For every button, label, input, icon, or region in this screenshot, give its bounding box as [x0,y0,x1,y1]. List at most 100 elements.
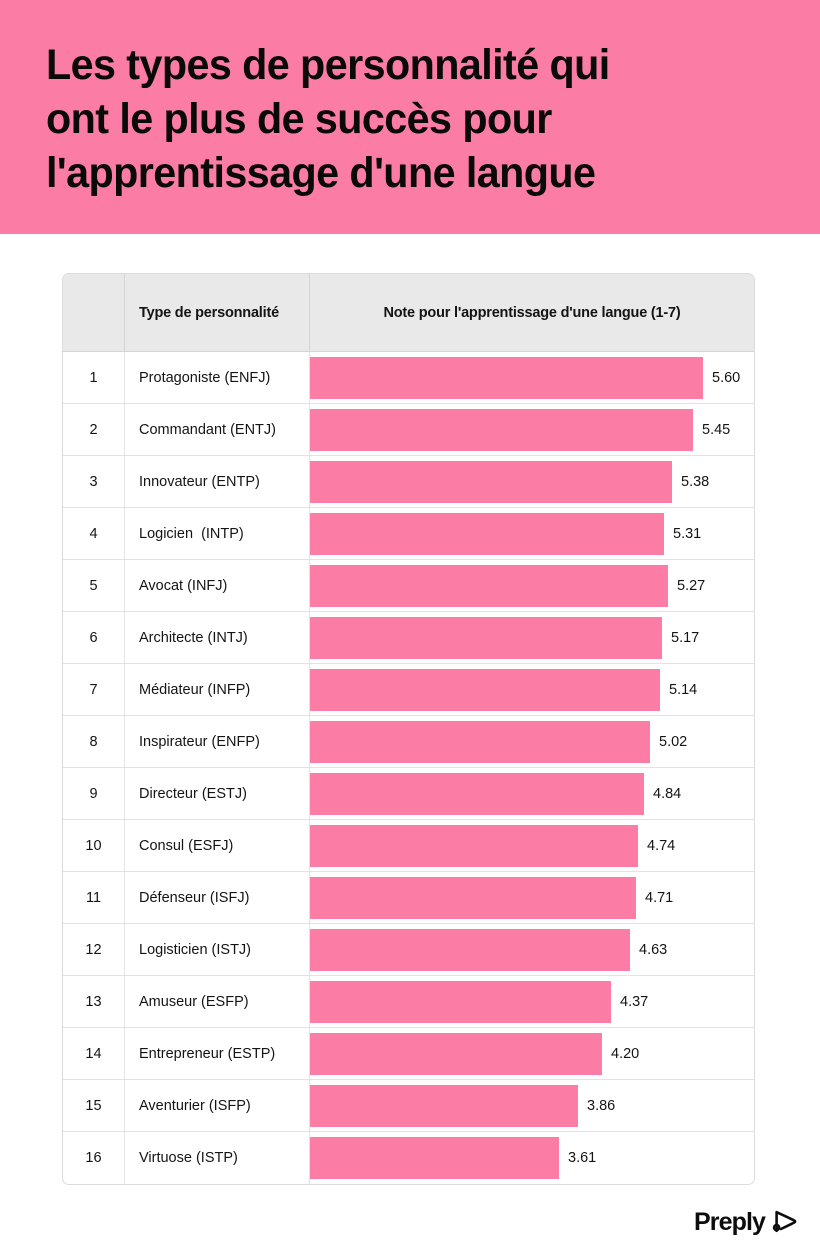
table-row: 3 Innovateur (ENTP) 5.38 [63,456,754,508]
score-value-label: 5.60 [712,369,741,386]
cell-personality-type: Commandant (ENTJ) [125,404,310,455]
column-header-rank [63,274,125,351]
score-bar [310,408,693,451]
table-row: 8 Inspirateur (ENFP) 5.02 [63,716,754,768]
table-row: 4 Logicien (INTP) 5.31 [63,508,754,560]
cell-rank: 10 [63,820,125,871]
cell-personality-type: Entrepreneur (ESTP) [125,1028,310,1079]
cell-score: 4.63 [310,924,754,975]
cell-rank: 7 [63,664,125,715]
score-value-label: 4.20 [611,1045,640,1062]
table-row: 15 Aventurier (ISFP) 3.86 [63,1080,754,1132]
score-bar [310,928,630,971]
table-row: 5 Avocat (INFJ) 5.27 [63,560,754,612]
cell-personality-type: Logisticien (ISTJ) [125,924,310,975]
personality-ranking-table: Type de personnalité Note pour l'apprent… [62,273,755,1185]
cell-personality-type: Innovateur (ENTP) [125,456,310,507]
score-bar [310,772,644,815]
cell-rank: 12 [63,924,125,975]
score-value-label: 5.38 [681,473,710,490]
score-bar [310,512,664,555]
score-bar [310,1137,559,1179]
cell-rank: 2 [63,404,125,455]
score-bar [310,876,636,919]
score-value-label: 5.14 [669,681,698,698]
score-value-label: 4.63 [639,941,668,958]
cell-score: 5.27 [310,560,754,611]
score-value-label: 4.74 [647,837,676,854]
column-header-score: Note pour l'apprentissage d'une langue (… [310,274,754,351]
score-value-label: 5.31 [673,525,702,542]
score-value-label: 5.17 [671,629,700,646]
score-value-label: 4.37 [620,993,649,1010]
score-bar [310,1084,578,1127]
cell-score: 5.60 [310,352,754,403]
table-row: 13 Amuseur (ESFP) 4.37 [63,976,754,1028]
cell-score: 5.38 [310,456,754,507]
cell-rank: 8 [63,716,125,767]
cell-personality-type: Aventurier (ISFP) [125,1080,310,1131]
cell-rank: 6 [63,612,125,663]
cell-rank: 9 [63,768,125,819]
cell-rank: 15 [63,1080,125,1131]
score-bar [310,460,672,503]
preply-wordmark: Preply [693,1208,766,1236]
score-value-label: 3.61 [568,1150,597,1166]
cell-rank: 11 [63,872,125,923]
cell-score: 5.14 [310,664,754,715]
cell-rank: 3 [63,456,125,507]
table-row: 7 Médiateur (INFP) 5.14 [63,664,754,716]
table-row: 9 Directeur (ESTJ) 4.84 [63,768,754,820]
cell-score: 4.71 [310,872,754,923]
cell-rank: 5 [63,560,125,611]
page-title: Les types de personnalité qui ont le plu… [46,41,610,197]
score-bar [310,564,668,607]
cell-score: 4.84 [310,768,754,819]
table-row: 16 Virtuose (ISTP) 3.61 [63,1132,754,1184]
score-bar [310,720,650,763]
cell-score: 5.31 [310,508,754,559]
cell-personality-type: Inspirateur (ENFP) [125,716,310,767]
score-value-label: 5.45 [702,421,731,438]
cell-rank: 16 [63,1132,125,1184]
cell-score: 5.02 [310,716,754,767]
cell-score: 3.86 [310,1080,754,1131]
column-header-personality-type: Type de personnalité [125,274,310,351]
cell-personality-type: Consul (ESFJ) [125,820,310,871]
cell-score: 4.74 [310,820,754,871]
cell-personality-type: Protagoniste (ENFJ) [125,352,310,403]
score-bar [310,668,660,711]
score-bar [310,616,662,659]
cell-score: 4.20 [310,1028,754,1079]
cell-personality-type: Défenseur (ISFJ) [125,872,310,923]
cell-personality-type: Médiateur (INFP) [125,664,310,715]
cell-personality-type: Virtuose (ISTP) [125,1132,310,1184]
score-value-label: 4.71 [645,889,674,906]
cell-rank: 13 [63,976,125,1027]
table-row: 12 Logisticien (ISTJ) 4.63 [63,924,754,976]
cell-rank: 1 [63,352,125,403]
score-value-label: 4.84 [653,785,682,802]
table-body: 1 Protagoniste (ENFJ) 5.60 2 Commandant (ENT… [63,352,754,1184]
cell-score: 5.17 [310,612,754,663]
score-value-label: 3.86 [587,1097,616,1114]
score-bar [310,980,611,1023]
table-header-row: Type de personnalité Note pour l'apprent… [63,274,754,352]
table-row: 1 Protagoniste (ENFJ) 5.60 [63,352,754,404]
preply-logo: Preply [694,1208,798,1237]
cell-score: 4.37 [310,976,754,1027]
table-row: 2 Commandant (ENTJ) 5.45 [63,404,754,456]
cell-personality-type: Avocat (INFJ) [125,560,310,611]
table-row: 11 Défenseur (ISFJ) 4.71 [63,872,754,924]
cell-personality-type: Architecte (INTJ) [125,612,310,663]
cell-personality-type: Directeur (ESTJ) [125,768,310,819]
cell-score: 3.61 [310,1132,754,1184]
score-bar [310,356,703,399]
header-banner: Les types de personnalité qui ont le plu… [0,0,820,234]
score-value-label: 5.02 [659,733,688,750]
table-row: 10 Consul (ESFJ) 4.74 [63,820,754,872]
table-row: 6 Architecte (INTJ) 5.17 [63,612,754,664]
table-row: 14 Entrepreneur (ESTP) 4.20 [63,1028,754,1080]
preply-speech-bubble-icon [771,1208,798,1237]
score-value-label: 5.27 [677,577,706,594]
